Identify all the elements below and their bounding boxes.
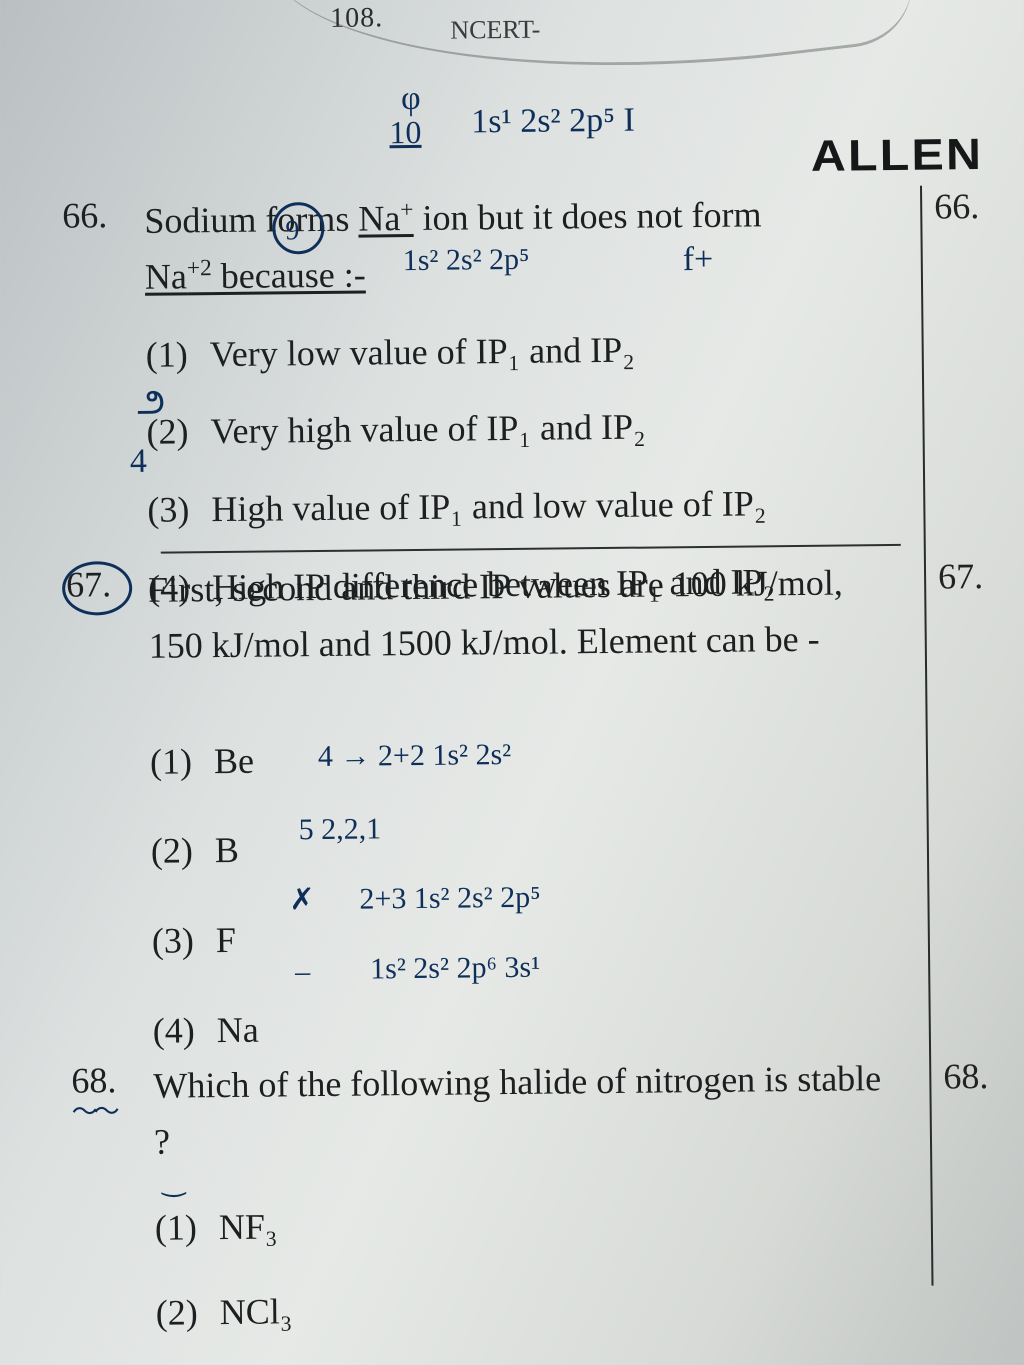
options: (1)Be (2)B (3)F (4)Na	[150, 727, 893, 1060]
question-number: 68.	[71, 1059, 149, 1102]
right-margin: 66. 67. 68.	[920, 185, 1004, 1286]
page: 108. NCERT- ALLEN 66. 67. 68. φ 10 1s¹ 2…	[30, 0, 1024, 1365]
header-frag-2: NCERT-	[450, 15, 540, 46]
option-2: (2)Very high value of IP₁ and IP₂	[146, 397, 887, 461]
option-text: Na	[217, 1010, 259, 1050]
brand-logo: ALLEN	[811, 130, 984, 182]
q68-line1: Which of the following halide of nitroge…	[153, 1058, 881, 1161]
option-4: (4)Na	[153, 996, 894, 1060]
option-2: (2)NCl₃	[155, 1278, 896, 1342]
option-label: (3)	[152, 913, 217, 969]
header-frag-1: 108.	[330, 2, 383, 35]
q66-na2: Na	[145, 256, 187, 296]
option-label: (2)	[146, 405, 211, 461]
option-text: NF₃	[219, 1206, 278, 1247]
q66-line1a: Sodium forms	[144, 199, 358, 241]
option-label: (1)	[150, 734, 215, 790]
option-1: (1)NF₃	[155, 1193, 896, 1257]
q66-na2-sup: +2	[187, 255, 212, 281]
question-body: Which of the following halide of nitroge…	[153, 1051, 897, 1365]
right-num-67: 67.	[938, 555, 983, 597]
question-68: 68. Which of the following halide of nit…	[71, 1051, 905, 1365]
option-text: NCl₃	[220, 1292, 293, 1333]
option-text: B	[215, 830, 239, 870]
option-text: F	[216, 920, 236, 960]
option-3: (3)F	[152, 906, 893, 970]
handwriting: 1s¹ 2s² 2p⁵ I	[471, 104, 635, 140]
option-label: (4)	[153, 1003, 218, 1059]
q66-na: Na	[358, 198, 400, 238]
q67-line2: 150 kJ/mol and 1500 kJ/mol. Element can …	[149, 619, 820, 666]
handwriting: φ	[401, 82, 421, 116]
option-label: (1)	[155, 1200, 220, 1256]
question-67: 67. First, second and third IP values ar…	[66, 555, 901, 1082]
option-3: (3)High value of IP₁ and low value of IP…	[147, 475, 888, 539]
right-num-66: 66.	[934, 185, 979, 227]
option-2: (2)B	[151, 816, 892, 880]
option-text: Very high value of IP₁ and IP₂	[210, 407, 645, 452]
question-number: 66.	[62, 194, 140, 237]
q66-na-sup: +	[400, 197, 413, 223]
option-label: (3)	[147, 482, 212, 538]
option-text: Be	[214, 740, 254, 780]
option-text: Very low value of IP₁ and IP₂	[210, 329, 635, 373]
option-label: (2)	[155, 1285, 220, 1341]
option-label: (1)	[145, 327, 210, 383]
right-num-68: 68.	[943, 1055, 988, 1097]
options: (1)NF₃ (2)NCl₃ (3)NBr₃	[155, 1193, 897, 1365]
question-number: 67.	[66, 563, 144, 606]
option-label: (2)	[151, 824, 216, 880]
q66-line1c: ion but it does not form	[413, 194, 761, 238]
option-1: (1)Be	[150, 727, 891, 791]
question-body: First, second and third IP values are 10…	[148, 555, 893, 1082]
option-text: High value of IP₁ and low value of IP₂	[211, 484, 766, 530]
handwriting: 10	[389, 116, 421, 148]
q66-line2b: because :-	[212, 254, 366, 296]
q67-line1: First, second and third IP values are 10…	[148, 563, 843, 610]
option-1: (1)Very low value of IP₁ and IP₂	[145, 320, 886, 384]
